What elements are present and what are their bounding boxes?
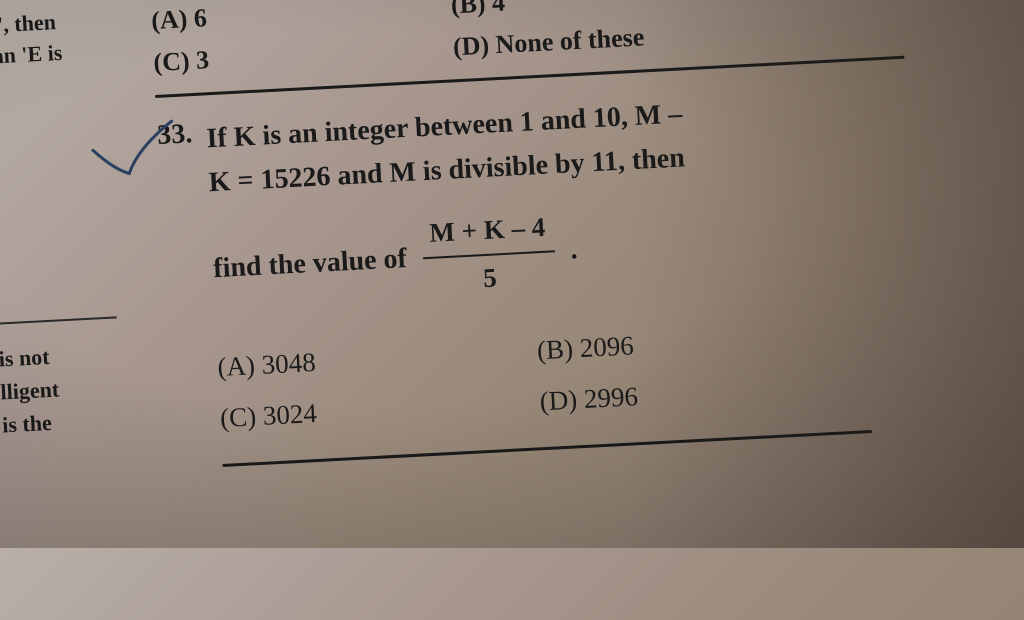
- fraction-numerator: M + K – 4: [420, 206, 554, 259]
- left-bottom-3: is the: [1, 400, 153, 441]
- left-line-2: ean 'E is: [0, 34, 134, 73]
- fraction-denominator: 5: [482, 255, 498, 299]
- prev-question-options: (A) 6 (B) 4 (C) 3 (D) None of these: [150, 0, 1013, 83]
- question-33-text: If K is an integer between 1 and 10, M –…: [205, 93, 691, 314]
- page-surface: N', then ean 'E is is not lligent is the…: [0, 0, 1024, 620]
- question-33-options: (A) 3048 (B) 2096 (C) 3024 (D) 2996: [216, 299, 1024, 444]
- left-fragment-top: N', then ean 'E is: [0, 3, 134, 72]
- left-fragment-bottom: is not lligent is the: [0, 334, 153, 441]
- question-33-find: find the value of M + K – 4 5 .: [211, 199, 692, 314]
- find-prefix: find the value of: [212, 237, 408, 290]
- left-divider: [0, 316, 117, 324]
- fraction-period: .: [569, 228, 578, 272]
- question-33: 33. If K is an integer between 1 and 10,…: [157, 75, 1024, 316]
- question-33-number: 33.: [157, 118, 202, 316]
- fraction: M + K – 4 5: [420, 206, 556, 302]
- left-column: N', then ean 'E is is not lligent is the: [0, 3, 153, 441]
- main-column: how many values (A) 6 (B) 4 (C) 3 (D) No…: [148, 0, 1024, 470]
